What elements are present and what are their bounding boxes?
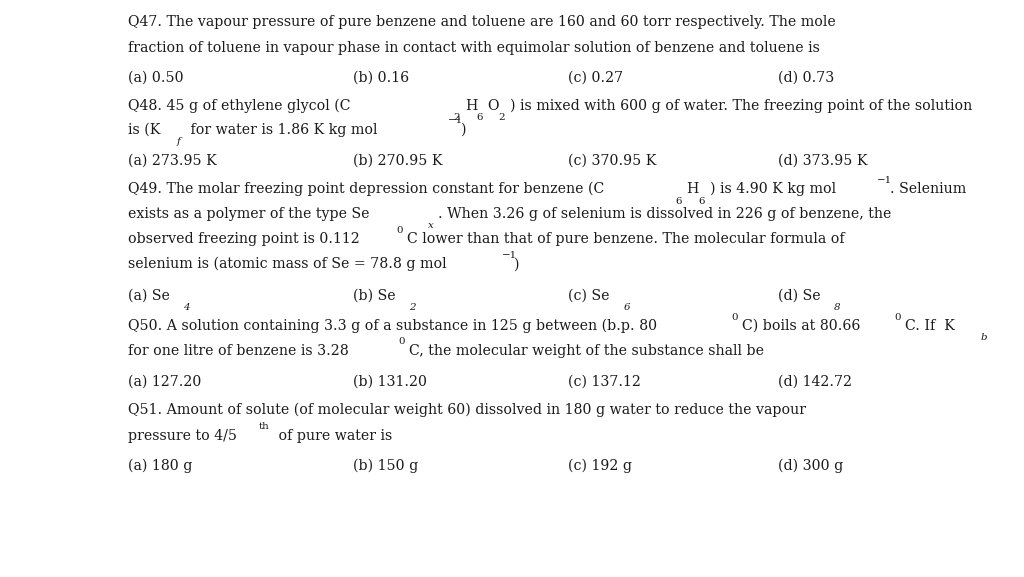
- Text: . When 3.26 g of selenium is dissolved in 226 g of benzene, the: . When 3.26 g of selenium is dissolved i…: [438, 207, 892, 221]
- Text: 2: 2: [409, 304, 415, 312]
- Text: 6: 6: [624, 304, 630, 312]
- Text: ) is 4.90 K kg mol: ) is 4.90 K kg mol: [710, 182, 836, 196]
- Text: (c) 192 g: (c) 192 g: [568, 459, 633, 473]
- Text: (d) 142.72: (d) 142.72: [778, 374, 852, 388]
- Text: Q47. The vapour pressure of pure benzene and toluene are 160 and 60 torr respect: Q47. The vapour pressure of pure benzene…: [128, 15, 836, 29]
- Text: O: O: [487, 99, 499, 113]
- Text: (b) 0.16: (b) 0.16: [353, 71, 410, 85]
- Text: −1: −1: [447, 117, 463, 125]
- Text: 2: 2: [453, 113, 460, 122]
- Text: Q49. The molar freezing point depression constant for benzene (C: Q49. The molar freezing point depression…: [128, 182, 604, 196]
- Text: x: x: [428, 222, 433, 230]
- Text: (a) 127.20: (a) 127.20: [128, 374, 202, 388]
- Text: 0: 0: [731, 313, 738, 321]
- Text: is (K: is (K: [128, 123, 161, 137]
- Text: fraction of toluene in vapour phase in contact with equimolar solution of benzen: fraction of toluene in vapour phase in c…: [128, 41, 820, 55]
- Text: (d) 0.73: (d) 0.73: [778, 71, 835, 85]
- Text: (a) Se: (a) Se: [128, 289, 170, 303]
- Text: Q51. Amount of solute (of molecular weight 60) dissolved in 180 g water to reduc: Q51. Amount of solute (of molecular weig…: [128, 403, 806, 417]
- Text: pressure to 4/5: pressure to 4/5: [128, 429, 237, 443]
- Text: observed freezing point is 0.112: observed freezing point is 0.112: [128, 233, 359, 246]
- Text: (d) Se: (d) Se: [778, 289, 821, 303]
- Text: (b) Se: (b) Se: [353, 289, 396, 303]
- Text: 6: 6: [698, 197, 705, 205]
- Text: (b) 270.95 K: (b) 270.95 K: [353, 153, 442, 167]
- Text: f: f: [176, 137, 180, 146]
- Text: of pure water is: of pure water is: [274, 429, 392, 443]
- Text: ) is mixed with 600 g of water. The freezing point of the solution: ) is mixed with 600 g of water. The free…: [510, 98, 972, 113]
- Text: (c) 0.27: (c) 0.27: [568, 71, 624, 85]
- Text: 8: 8: [834, 304, 840, 312]
- Text: C. If  K: C. If K: [905, 319, 954, 333]
- Text: 6: 6: [476, 113, 482, 122]
- Text: for one litre of benzene is 3.28: for one litre of benzene is 3.28: [128, 344, 349, 358]
- Text: −1: −1: [877, 176, 892, 185]
- Text: ): ): [514, 257, 519, 271]
- Text: (c) 137.12: (c) 137.12: [568, 374, 641, 388]
- Text: H: H: [686, 182, 699, 196]
- Text: 0: 0: [397, 226, 403, 235]
- Text: (d) 373.95 K: (d) 373.95 K: [778, 153, 867, 167]
- Text: ): ): [461, 123, 466, 137]
- Text: for water is 1.86 K kg mol: for water is 1.86 K kg mol: [186, 123, 378, 137]
- Text: Q50. A solution containing 3.3 g of a substance in 125 g between (b.p. 80: Q50. A solution containing 3.3 g of a su…: [128, 319, 657, 333]
- Text: Q48. 45 g of ethylene glycol (C: Q48. 45 g of ethylene glycol (C: [128, 98, 350, 113]
- Text: . Selenium: . Selenium: [890, 182, 966, 196]
- Text: (b) 150 g: (b) 150 g: [353, 459, 419, 473]
- Text: 4: 4: [183, 304, 189, 312]
- Text: (a) 0.50: (a) 0.50: [128, 71, 183, 85]
- Text: C lower than that of pure benzene. The molecular formula of: C lower than that of pure benzene. The m…: [407, 233, 844, 246]
- Text: 2: 2: [499, 113, 505, 122]
- Text: C) boils at 80.66: C) boils at 80.66: [741, 319, 860, 333]
- Text: selenium is (atomic mass of Se = 78.8 g mol: selenium is (atomic mass of Se = 78.8 g …: [128, 257, 446, 271]
- Text: exists as a polymer of the type Se: exists as a polymer of the type Se: [128, 207, 370, 221]
- Text: C, the molecular weight of the substance shall be: C, the molecular weight of the substance…: [409, 344, 764, 358]
- Text: (b) 131.20: (b) 131.20: [353, 374, 427, 388]
- Text: b: b: [981, 334, 987, 342]
- Text: −1: −1: [502, 251, 517, 260]
- Text: (c) 370.95 K: (c) 370.95 K: [568, 153, 656, 167]
- Text: 0: 0: [894, 313, 900, 321]
- Text: th: th: [259, 422, 269, 431]
- Text: (c) Se: (c) Se: [568, 289, 610, 303]
- Text: (a) 273.95 K: (a) 273.95 K: [128, 153, 217, 167]
- Text: 6: 6: [676, 197, 682, 205]
- Text: 0: 0: [398, 338, 404, 346]
- Text: H: H: [465, 99, 477, 113]
- Text: (a) 180 g: (a) 180 g: [128, 459, 193, 473]
- Text: (d) 300 g: (d) 300 g: [778, 459, 844, 473]
